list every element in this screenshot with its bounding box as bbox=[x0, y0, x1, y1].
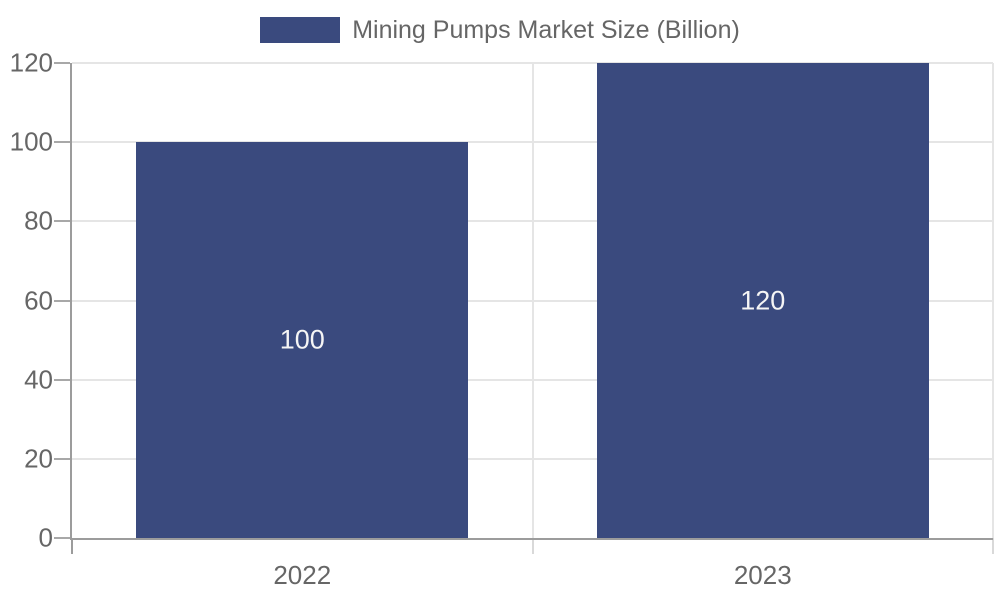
legend-swatch bbox=[260, 17, 341, 43]
bar-2022 bbox=[136, 142, 469, 538]
y-axis-tick-20 bbox=[54, 457, 70, 460]
y-axis-tick-100 bbox=[54, 141, 70, 144]
y-axis-tick-0 bbox=[54, 537, 70, 539]
x-axis-tick-2 bbox=[992, 538, 994, 554]
gridline-x-boundary-1 bbox=[531, 63, 534, 538]
y-axis-label-100: 100 bbox=[9, 126, 53, 157]
x-axis-line bbox=[70, 538, 993, 540]
y-axis-label-120: 120 bbox=[9, 47, 53, 78]
x-axis-label-2022: 2022 bbox=[273, 560, 332, 590]
plot-area: 0 20 40 60 80 100 120 100 2022 120 2023 bbox=[10, 48, 994, 590]
y-axis-line bbox=[70, 63, 72, 538]
y-axis-label-20: 20 bbox=[24, 443, 53, 474]
legend-item[interactable]: Mining Pumps Market Size (Billion) bbox=[260, 15, 740, 45]
y-axis-label-60: 60 bbox=[24, 285, 53, 315]
y-axis-tick-60 bbox=[54, 299, 70, 302]
bar-value-label-2022: 100 bbox=[279, 324, 325, 355]
x-axis-tick-0 bbox=[71, 538, 73, 554]
gridline-x-boundary-2 bbox=[992, 63, 994, 538]
x-axis-tick-1 bbox=[531, 538, 534, 554]
y-axis-label-40: 40 bbox=[24, 364, 53, 395]
bar-value-label-2023: 120 bbox=[740, 285, 786, 315]
y-axis-label-0: 0 bbox=[38, 522, 53, 553]
x-axis-label-2023: 2023 bbox=[733, 560, 792, 590]
y-axis-label-80: 80 bbox=[24, 205, 53, 236]
y-axis-tick-80 bbox=[54, 220, 70, 223]
y-axis-tick-120 bbox=[54, 62, 70, 64]
legend: Mining Pumps Market Size (Billion) bbox=[0, 2, 1000, 58]
y-axis-tick-40 bbox=[54, 378, 70, 381]
bar-2023 bbox=[596, 63, 929, 538]
legend-label: Mining Pumps Market Size (Billion) bbox=[352, 16, 740, 44]
